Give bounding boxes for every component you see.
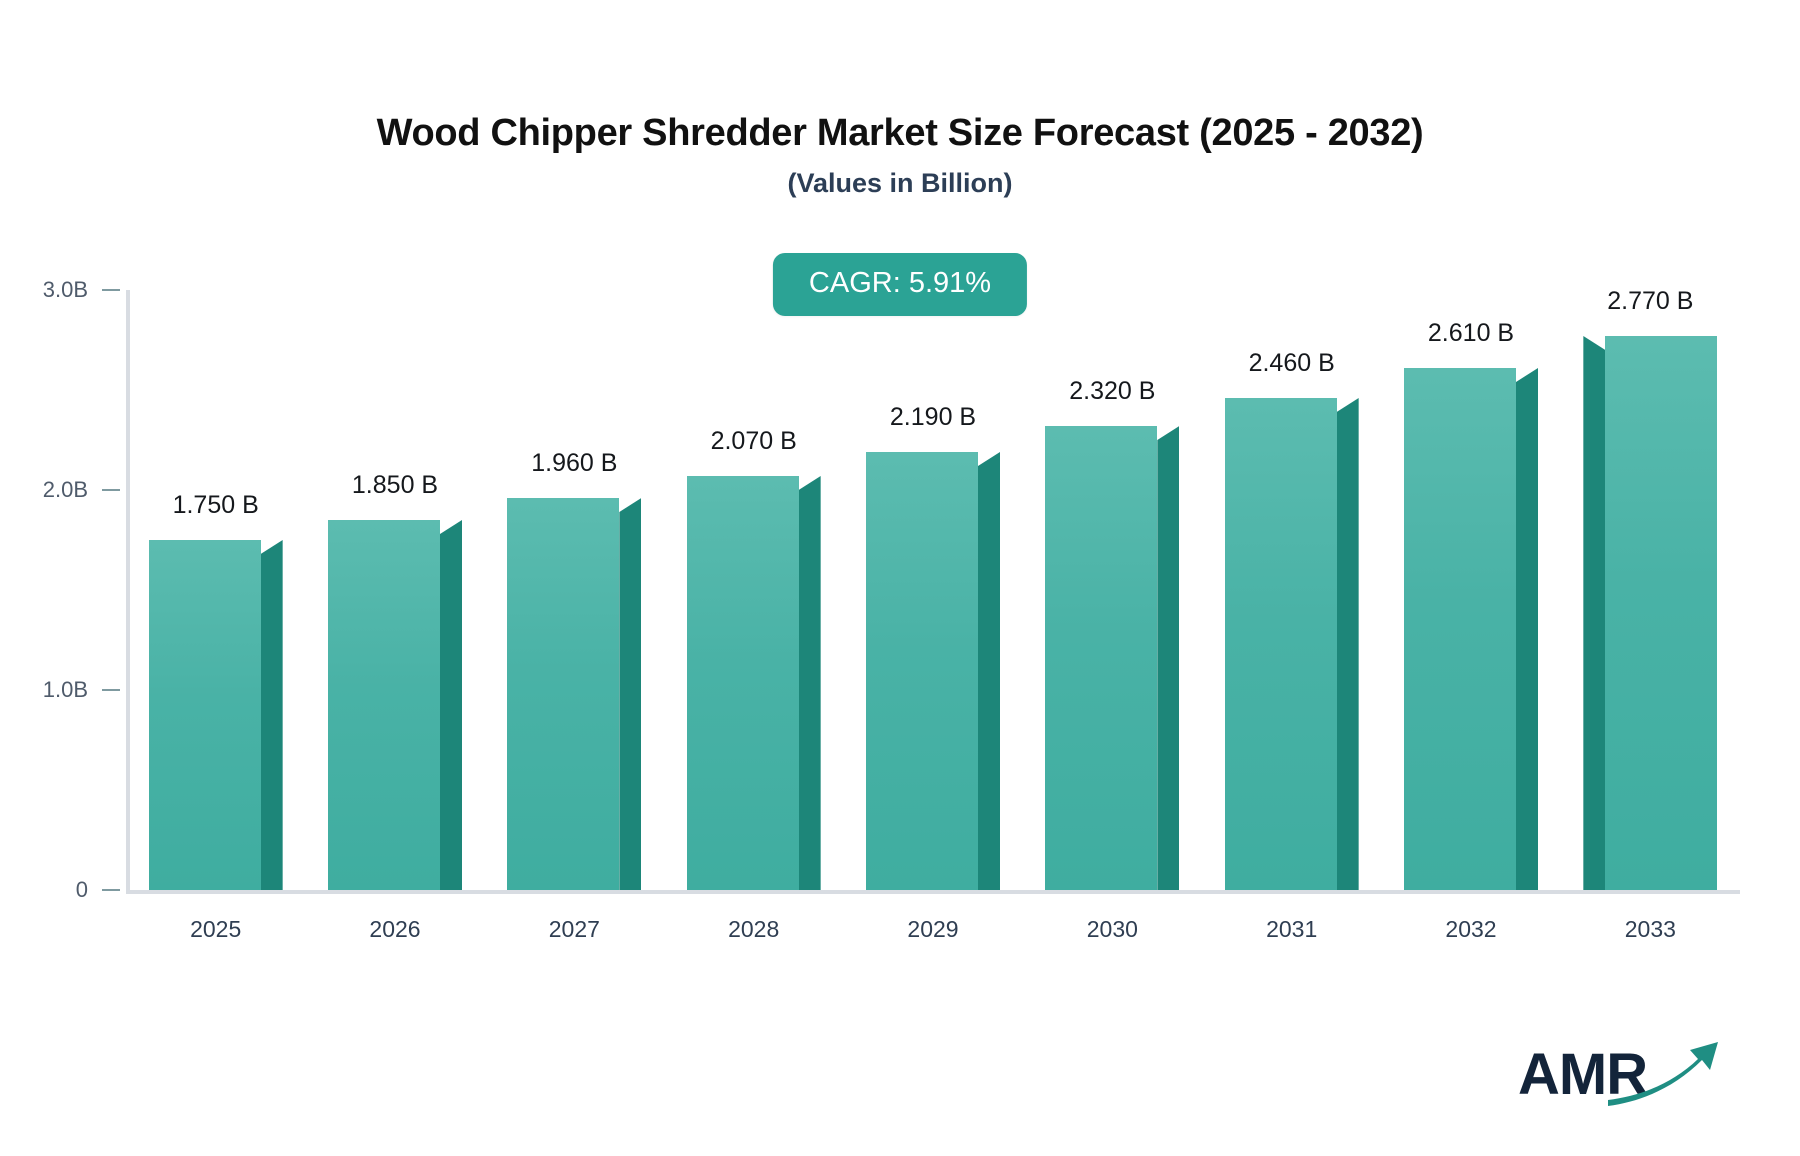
bar-3d	[148, 540, 283, 890]
x-axis-label: 2031	[1266, 916, 1318, 942]
bar-front-face	[1404, 368, 1516, 890]
bar-side-face	[798, 476, 821, 890]
x-axis-label: 2029	[907, 916, 959, 942]
bar-column: 2.190 B	[866, 290, 1000, 890]
x-axis-label: 2027	[548, 916, 600, 942]
bar-3d	[1045, 426, 1180, 890]
bar-front-face	[686, 476, 799, 890]
x-axis-label: 2030	[1086, 916, 1138, 942]
y-tick-mark	[102, 688, 120, 691]
bar-value-label: 1.960 B	[531, 449, 618, 477]
bar-value-label: 1.750 B	[172, 491, 259, 519]
bar-column: 2.770 B	[1583, 287, 1718, 890]
bar-value-label: 2.190 B	[889, 403, 977, 431]
bar-value-label: 2.320 B	[1069, 377, 1156, 405]
bar-3d	[507, 498, 642, 890]
bar-3d	[686, 476, 821, 890]
bar-column: 2.070 B	[686, 290, 821, 890]
bar-side-face	[978, 452, 1000, 890]
y-tick-label: 3.0B	[0, 277, 120, 303]
bar-column: 1.850 B	[328, 290, 462, 890]
bar-side-face	[1516, 368, 1538, 890]
bar-3d	[866, 452, 1000, 890]
bar-column: 2.460 B	[1224, 290, 1359, 890]
bar-front-face	[1045, 426, 1158, 890]
bar-value-label: 2.770 B	[1607, 287, 1694, 315]
bar-3d	[1224, 398, 1359, 890]
bar-value-label: 2.460 B	[1248, 349, 1335, 377]
growth-arrow-icon	[1608, 1042, 1718, 1106]
bar-value-label: 1.850 B	[351, 471, 439, 499]
y-tick-label: 1.0B	[0, 677, 120, 703]
page-title: Wood Chipper Shredder Market Size Foreca…	[376, 112, 1424, 154]
bar-front-face	[507, 498, 620, 890]
bar-side-face	[1336, 398, 1359, 890]
x-axis-label: 2026	[369, 916, 421, 942]
bar-column: 1.750 B	[148, 290, 283, 890]
x-axis-label: 2028	[728, 916, 780, 942]
y-tick-mark	[102, 288, 120, 291]
bar-front-face	[328, 520, 440, 890]
y-axis-line	[126, 290, 130, 890]
bar-side-face	[1583, 336, 1606, 890]
plot-area: 3.0B 2.0B 1.0B 0 1.750 B 1.850 B 1.960 B 2.070…	[43, 277, 1740, 902]
bar-side-face	[1157, 426, 1180, 890]
bar-3d	[1583, 336, 1718, 890]
bar-front-face	[148, 540, 261, 890]
y-tick-label: 2.0B	[0, 477, 120, 503]
y-tick-mark	[102, 488, 120, 491]
y-tick-label: 0	[0, 877, 120, 903]
x-axis-label: 2025	[190, 916, 242, 942]
bar-front-face	[1605, 336, 1718, 890]
bar-side-face	[440, 520, 462, 890]
bar-side-face	[619, 498, 642, 890]
y-tick-mark	[102, 888, 120, 891]
amr-logo: AMR	[1518, 1032, 1748, 1118]
cagr-badge: CAGR: 5.91%	[772, 253, 1028, 316]
page-subtitle: (Values in Billion)	[787, 168, 1013, 198]
logo-text: AMR	[1518, 1042, 1648, 1107]
bar-3d	[1404, 368, 1538, 890]
x-axis-line	[126, 890, 1740, 894]
x-axis-label: 2033	[1624, 916, 1676, 942]
bar-column: 2.320 B	[1045, 290, 1180, 890]
bar-value-label: 2.070 B	[710, 427, 797, 455]
bar-front-face	[866, 452, 978, 890]
x-axis-label: 2032	[1445, 916, 1497, 942]
bar-front-face	[1224, 398, 1337, 890]
bar-side-face	[260, 540, 283, 890]
bar-3d	[328, 520, 462, 890]
bar-column: 1.960 B	[507, 290, 642, 890]
bar-series: 1.750 B 1.850 B 1.960 B 2.070 B 2.190 B 2.320…	[126, 287, 1740, 890]
x-axis-labels: 2025 2026 2027 2028 2029 2030 2031 2032 2033	[126, 916, 1740, 956]
bar-value-label: 2.610 B	[1427, 319, 1515, 347]
bar-column: 2.610 B	[1404, 290, 1538, 890]
